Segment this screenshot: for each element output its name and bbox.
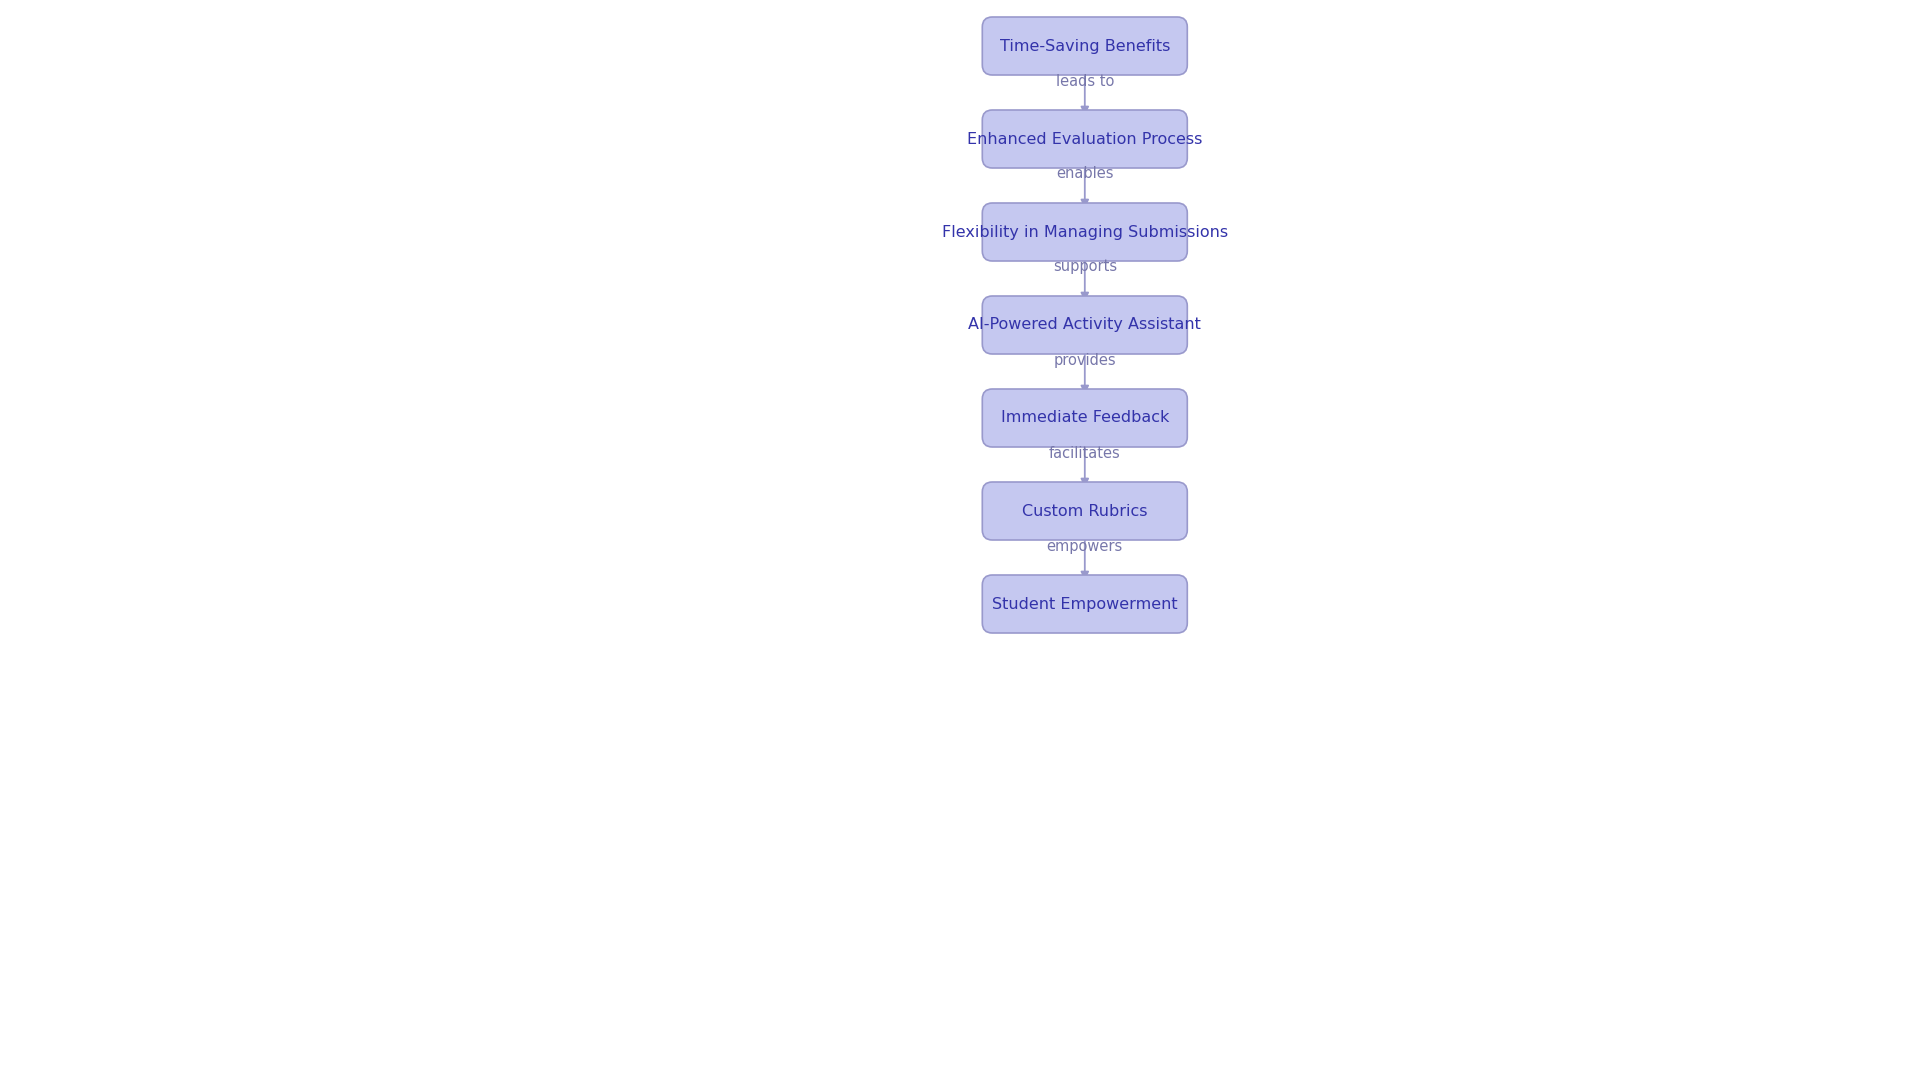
FancyBboxPatch shape	[983, 203, 1187, 261]
FancyBboxPatch shape	[983, 296, 1187, 354]
Text: AI-Powered Activity Assistant: AI-Powered Activity Assistant	[968, 317, 1202, 332]
Text: enables: enables	[1056, 167, 1114, 182]
FancyBboxPatch shape	[983, 17, 1187, 75]
Text: Immediate Feedback: Immediate Feedback	[1000, 410, 1169, 426]
Text: empowers: empowers	[1046, 538, 1123, 553]
Text: leads to: leads to	[1056, 74, 1114, 89]
Text: Custom Rubrics: Custom Rubrics	[1021, 504, 1148, 519]
Text: Enhanced Evaluation Process: Enhanced Evaluation Process	[968, 131, 1202, 146]
Text: supports: supports	[1052, 260, 1117, 274]
Text: Flexibility in Managing Submissions: Flexibility in Managing Submissions	[941, 224, 1229, 239]
FancyBboxPatch shape	[983, 575, 1187, 632]
Text: provides: provides	[1054, 352, 1116, 367]
Text: Student Empowerment: Student Empowerment	[993, 597, 1177, 612]
FancyBboxPatch shape	[983, 389, 1187, 447]
FancyBboxPatch shape	[983, 482, 1187, 540]
FancyBboxPatch shape	[983, 110, 1187, 168]
Text: Time-Saving Benefits: Time-Saving Benefits	[1000, 39, 1169, 53]
Text: facilitates: facilitates	[1048, 445, 1121, 460]
